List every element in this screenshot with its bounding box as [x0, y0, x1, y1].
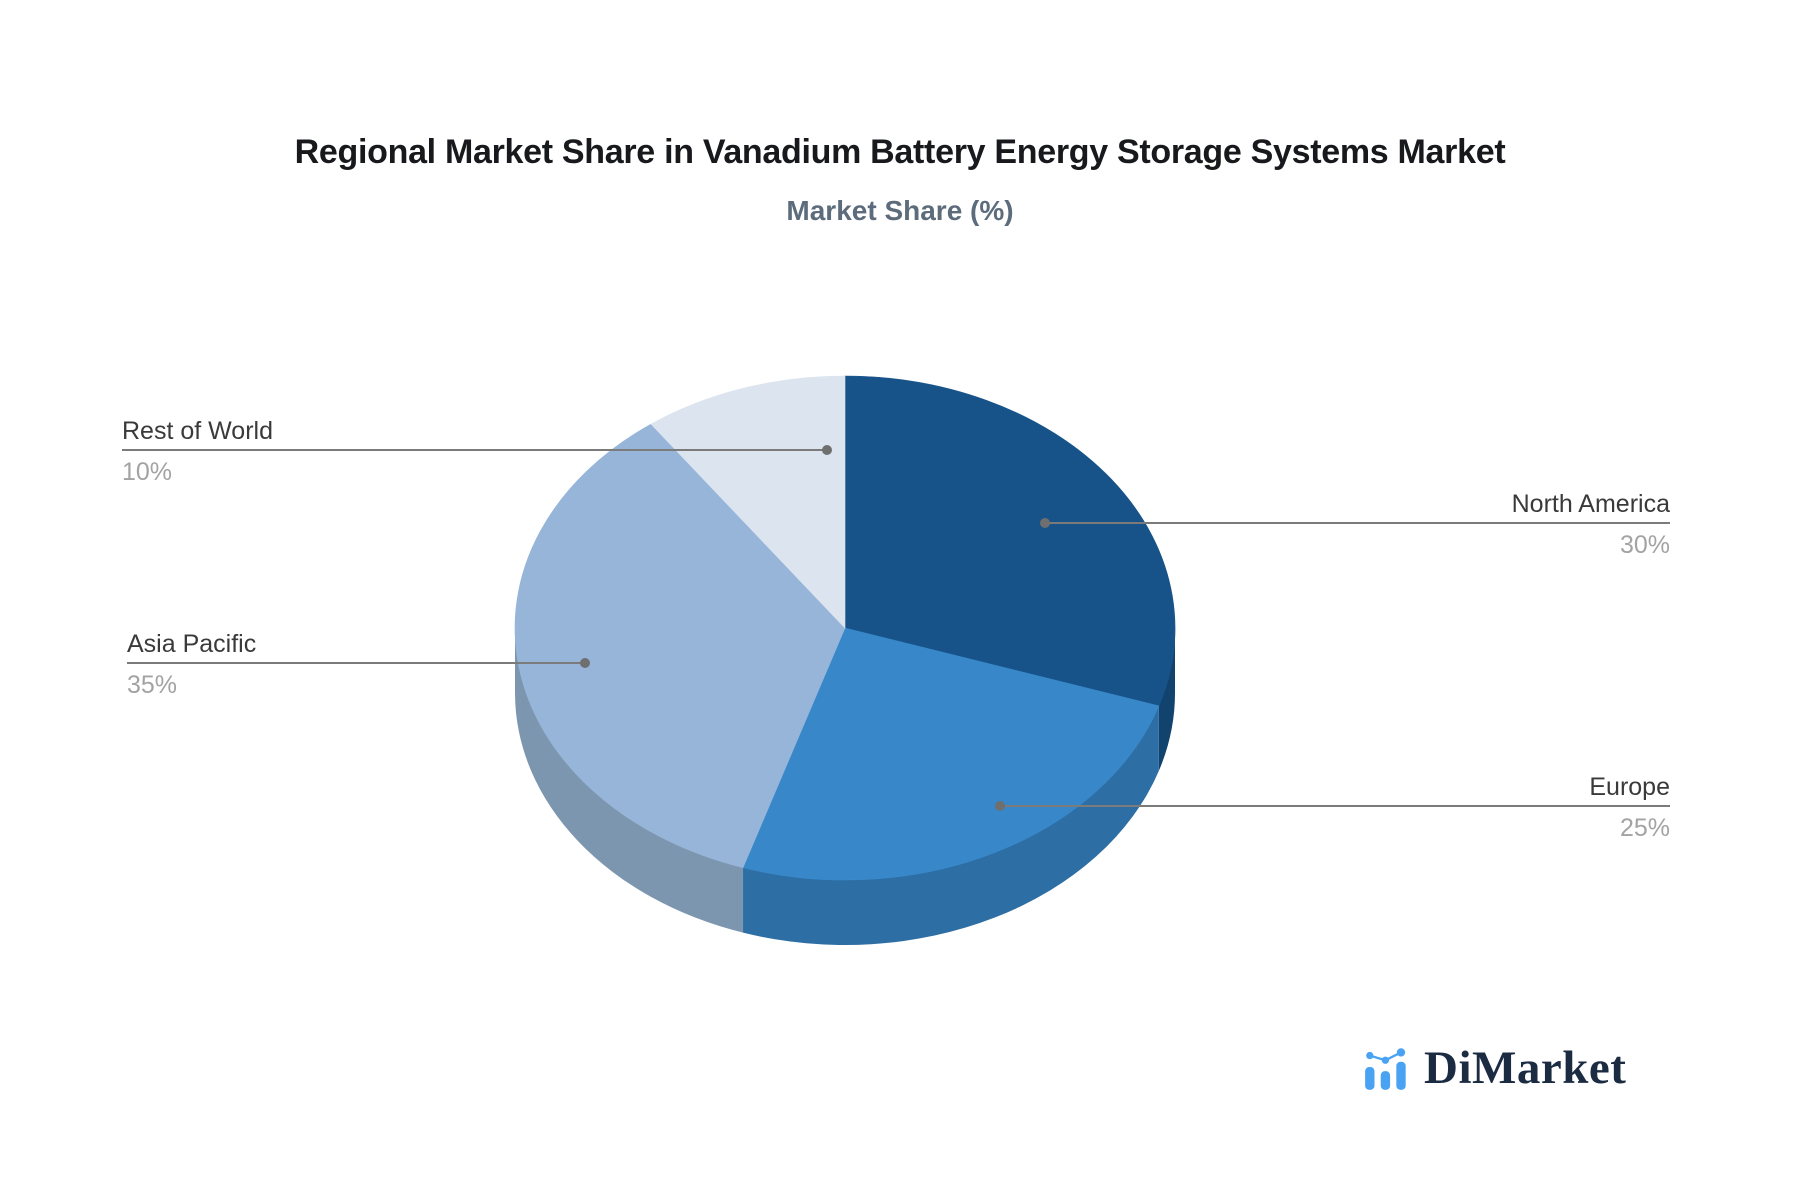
slice-label-europe: Europe [1589, 773, 1670, 801]
pie-slice-asia-pacific[interactable] [514, 423, 846, 869]
leader-dot-europe [995, 801, 1005, 811]
leader-dot-asia-pacific [580, 658, 590, 668]
pie-slice-rest-of-world[interactable] [650, 375, 846, 629]
slice-value-rest-of-world: 10% [122, 458, 173, 486]
slice-label-rest-of-world: Rest of World [122, 417, 273, 445]
slice-value-north-america: 30% [1619, 531, 1670, 559]
slice-value-europe: 25% [1619, 814, 1670, 842]
slice-label-north-america: North America [1511, 490, 1670, 518]
pie-slice-europe[interactable] [742, 627, 1160, 881]
pie-slice-north-america[interactable] [844, 375, 1176, 707]
chart-title: Regional Market Share in Vanadium Batter… [294, 133, 1506, 171]
slice-label-asia-pacific: Asia Pacific [127, 630, 257, 658]
pie-slice-side-asia-pacific [515, 628, 744, 933]
dimarket-logo: DiMarket [1362, 1040, 1626, 1092]
chart-subtitle: Market Share (%) [786, 195, 1014, 226]
pie-slice-side-north-america [1158, 628, 1175, 771]
leader-dot-north-america [1040, 518, 1050, 528]
bar-chart-trend-icon [1365, 1048, 1406, 1090]
leader-dot-rest-of-world [822, 445, 832, 455]
pie-slice-side-europe [743, 705, 1159, 945]
slice-value-asia-pacific: 35% [127, 671, 178, 699]
logo-text: DiMarket [1424, 1042, 1627, 1094]
